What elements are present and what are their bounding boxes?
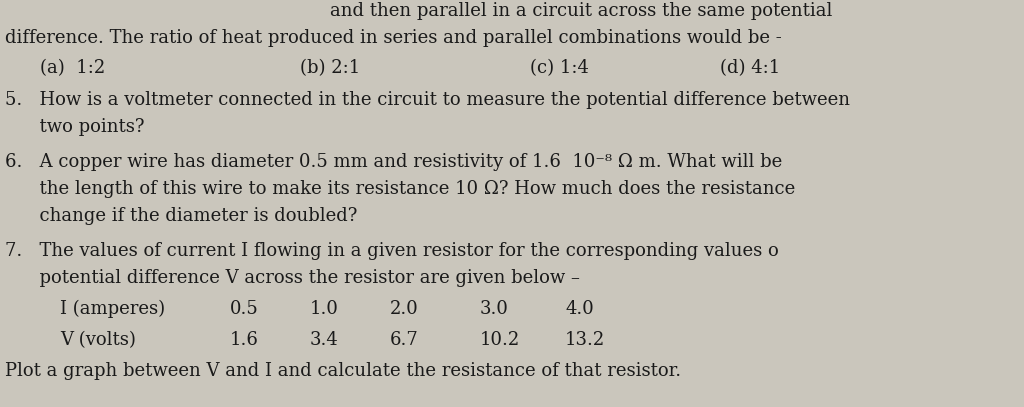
Text: 6.7: 6.7 (390, 331, 419, 349)
Text: potential difference V across the resistor are given below –: potential difference V across the resist… (5, 269, 580, 287)
Text: 0.5: 0.5 (230, 300, 259, 318)
Text: 10.2: 10.2 (480, 331, 520, 349)
Text: (b) 2:1: (b) 2:1 (300, 59, 360, 77)
Text: 4.0: 4.0 (565, 300, 594, 318)
Text: and then parallel in a circuit across the same potential: and then parallel in a circuit across th… (330, 2, 833, 20)
Text: change if the diameter is doubled?: change if the diameter is doubled? (5, 207, 357, 225)
Text: (a)  1:2: (a) 1:2 (40, 59, 105, 77)
Text: V (volts): V (volts) (60, 331, 136, 349)
Text: 6.   A copper wire has diameter 0.5 mm and resistivity of 1.6  10⁻⁸ Ω m. What wi: 6. A copper wire has diameter 0.5 mm and… (5, 153, 782, 171)
Text: I (amperes): I (amperes) (60, 300, 165, 318)
Text: two points?: two points? (5, 118, 144, 136)
Text: 1.0: 1.0 (310, 300, 339, 318)
Text: 3.4: 3.4 (310, 331, 339, 349)
Text: (d) 4:1: (d) 4:1 (720, 59, 780, 77)
Text: 3.0: 3.0 (480, 300, 509, 318)
Text: (c) 1:4: (c) 1:4 (530, 59, 589, 77)
Text: 2.0: 2.0 (390, 300, 419, 318)
Text: 13.2: 13.2 (565, 331, 605, 349)
Text: 7.   The values of current I flowing in a given resistor for the corresponding v: 7. The values of current I flowing in a … (5, 242, 778, 260)
Text: the length of this wire to make its resistance 10 Ω? How much does the resistanc: the length of this wire to make its resi… (5, 180, 796, 198)
Text: 5.   How is a voltmeter connected in the circuit to measure the potential differ: 5. How is a voltmeter connected in the c… (5, 91, 850, 109)
Text: Plot a graph between V and I and calculate the resistance of that resistor.: Plot a graph between V and I and calcula… (5, 362, 681, 380)
Text: 1.6: 1.6 (230, 331, 259, 349)
Text: difference. The ratio of heat produced in series and parallel combinations would: difference. The ratio of heat produced i… (5, 29, 781, 47)
